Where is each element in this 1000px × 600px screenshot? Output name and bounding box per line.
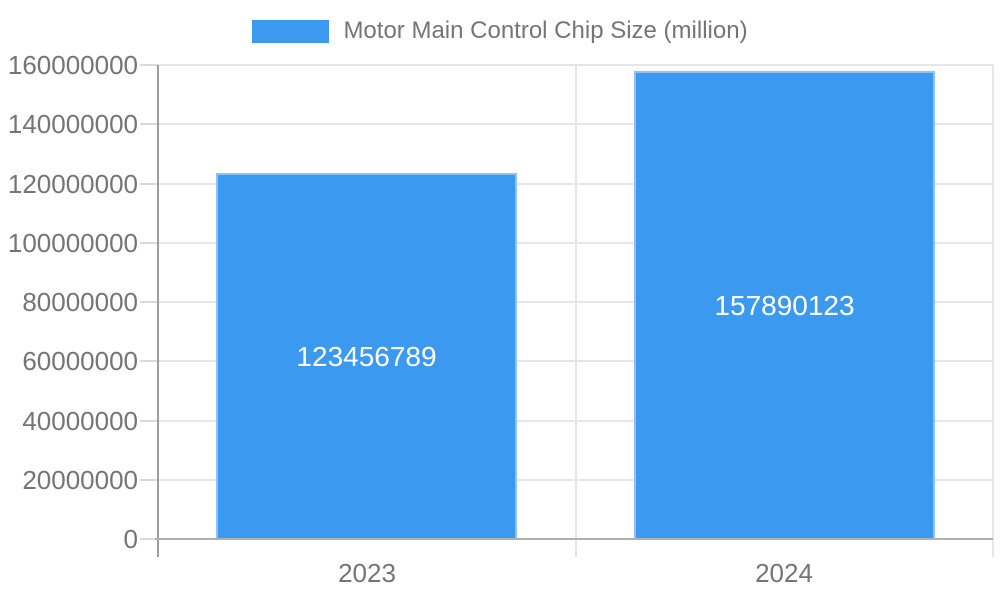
x-tick-label-2023: 2023 (338, 558, 396, 588)
legend-swatch-icon (252, 19, 330, 43)
y-tick-label: 20000000 (22, 465, 138, 495)
y-tick (140, 183, 158, 185)
legend-series-label: Motor Main Control Chip Size (million) (343, 17, 748, 44)
y-tick-label: 40000000 (22, 406, 138, 436)
y-tick-label: 120000000 (7, 169, 138, 199)
bar-2024[interactable]: 157890123 (634, 71, 935, 539)
y-tick-label: 160000000 (7, 50, 138, 80)
bar-value-label: 123456789 (296, 341, 437, 372)
x-gridline (575, 65, 577, 557)
bar-value-label: 157890123 (714, 290, 855, 321)
y-tick (140, 420, 158, 422)
y-tick-label: 100000000 (7, 228, 138, 258)
y-tick (140, 242, 158, 244)
y-tick (140, 360, 158, 362)
y-tick-label: 0 (123, 524, 138, 554)
y-tick-label: 80000000 (22, 287, 138, 317)
y-tick (140, 301, 158, 303)
y-tick (140, 538, 158, 540)
y-tick (140, 64, 158, 66)
y-axis-line (157, 65, 159, 557)
legend[interactable]: Motor Main Control Chip Size (million) (0, 17, 1000, 45)
x-gridline (992, 65, 994, 557)
x-axis-baseline (155, 538, 993, 540)
x-tick-label-2024: 2024 (755, 558, 813, 588)
y-tick (140, 123, 158, 125)
y-tick-label: 140000000 (7, 109, 138, 139)
bar-2023[interactable]: 123456789 (216, 173, 517, 539)
y-tick (140, 479, 158, 481)
y-tick-label: 60000000 (22, 346, 138, 376)
